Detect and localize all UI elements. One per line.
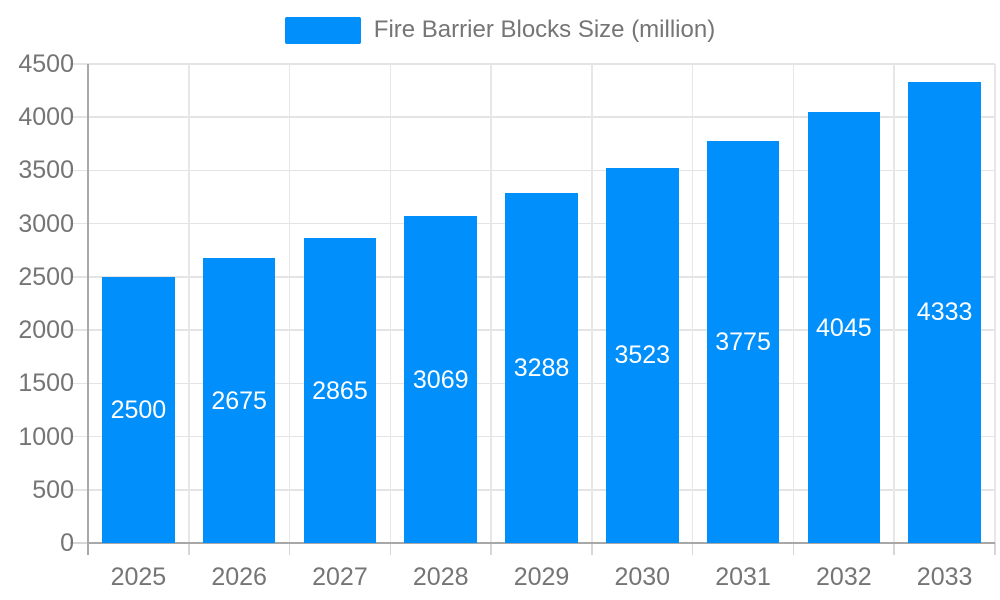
bar-value-label: 2675 — [211, 386, 267, 415]
y-axis-label: 3000 — [18, 209, 74, 238]
x-gridline — [591, 64, 593, 543]
bar-2031[interactable] — [706, 141, 780, 543]
x-gridline — [994, 64, 996, 543]
x-gridline — [893, 64, 895, 543]
y-axis-label: 500 — [32, 475, 74, 504]
y-tick — [70, 542, 88, 544]
x-axis-label: 2033 — [916, 563, 973, 591]
y-gridline — [70, 116, 995, 118]
x-axis-line — [88, 542, 995, 544]
bar-2026[interactable] — [202, 258, 276, 543]
bar-value-label: 2865 — [312, 376, 368, 405]
x-axis-label: 2025 — [110, 563, 167, 591]
x-axis-label: 2029 — [513, 563, 570, 591]
y-axis-line — [87, 64, 89, 555]
x-axis-label: 2028 — [412, 563, 469, 591]
y-axis-label: 1000 — [18, 422, 74, 451]
bar-2027[interactable] — [303, 238, 377, 543]
x-axis-label: 2032 — [816, 563, 872, 591]
legend-swatch — [284, 16, 361, 44]
x-tick — [893, 543, 895, 555]
x-tick — [994, 543, 996, 555]
y-axis-label: 4000 — [18, 103, 74, 132]
y-axis-label: 2000 — [18, 316, 74, 345]
bar-value-label: 3775 — [715, 328, 771, 357]
x-gridline — [792, 64, 795, 543]
y-gridline — [70, 169, 995, 172]
x-tick — [591, 543, 593, 555]
x-axis-label: 2026 — [211, 563, 267, 591]
legend-label: Fire Barrier Blocks Size (million) — [373, 16, 716, 43]
y-axis-label: 3500 — [18, 156, 74, 185]
bar-2025[interactable] — [102, 276, 175, 543]
x-axis-label: 2030 — [614, 563, 671, 591]
bar-2030[interactable] — [605, 167, 679, 543]
x-gridline — [691, 64, 694, 543]
x-tick — [792, 543, 795, 555]
x-tick — [691, 543, 694, 555]
x-gridline — [389, 64, 392, 543]
legend-item[interactable]: Fire Barrier Blocks Size (million) — [0, 15, 1000, 45]
bar-value-label: 3523 — [614, 341, 671, 370]
bar-2029[interactable] — [505, 193, 578, 543]
x-axis-label: 2031 — [715, 563, 771, 591]
y-axis-label: 2500 — [18, 262, 74, 291]
y-gridline — [70, 63, 995, 65]
bar-2033[interactable] — [908, 81, 981, 543]
x-tick — [188, 543, 190, 555]
bar-2032[interactable] — [807, 112, 881, 543]
bar-value-label: 4045 — [816, 313, 872, 342]
bar-value-label: 3288 — [513, 354, 570, 382]
x-gridline — [490, 64, 492, 543]
y-axis-label: 4500 — [18, 50, 74, 78]
x-tick — [288, 543, 291, 555]
x-gridline — [288, 64, 291, 543]
x-gridline — [188, 64, 190, 543]
x-axis-label: 2027 — [312, 563, 368, 591]
x-tick — [490, 543, 492, 555]
bar-2028[interactable] — [404, 216, 477, 543]
x-tick — [389, 543, 392, 555]
bar-value-label: 3069 — [412, 365, 469, 394]
y-axis-label: 0 — [60, 529, 74, 557]
bar-value-label: 2500 — [110, 395, 167, 424]
bar-value-label: 4333 — [916, 298, 973, 327]
y-axis-label: 1500 — [18, 369, 74, 398]
